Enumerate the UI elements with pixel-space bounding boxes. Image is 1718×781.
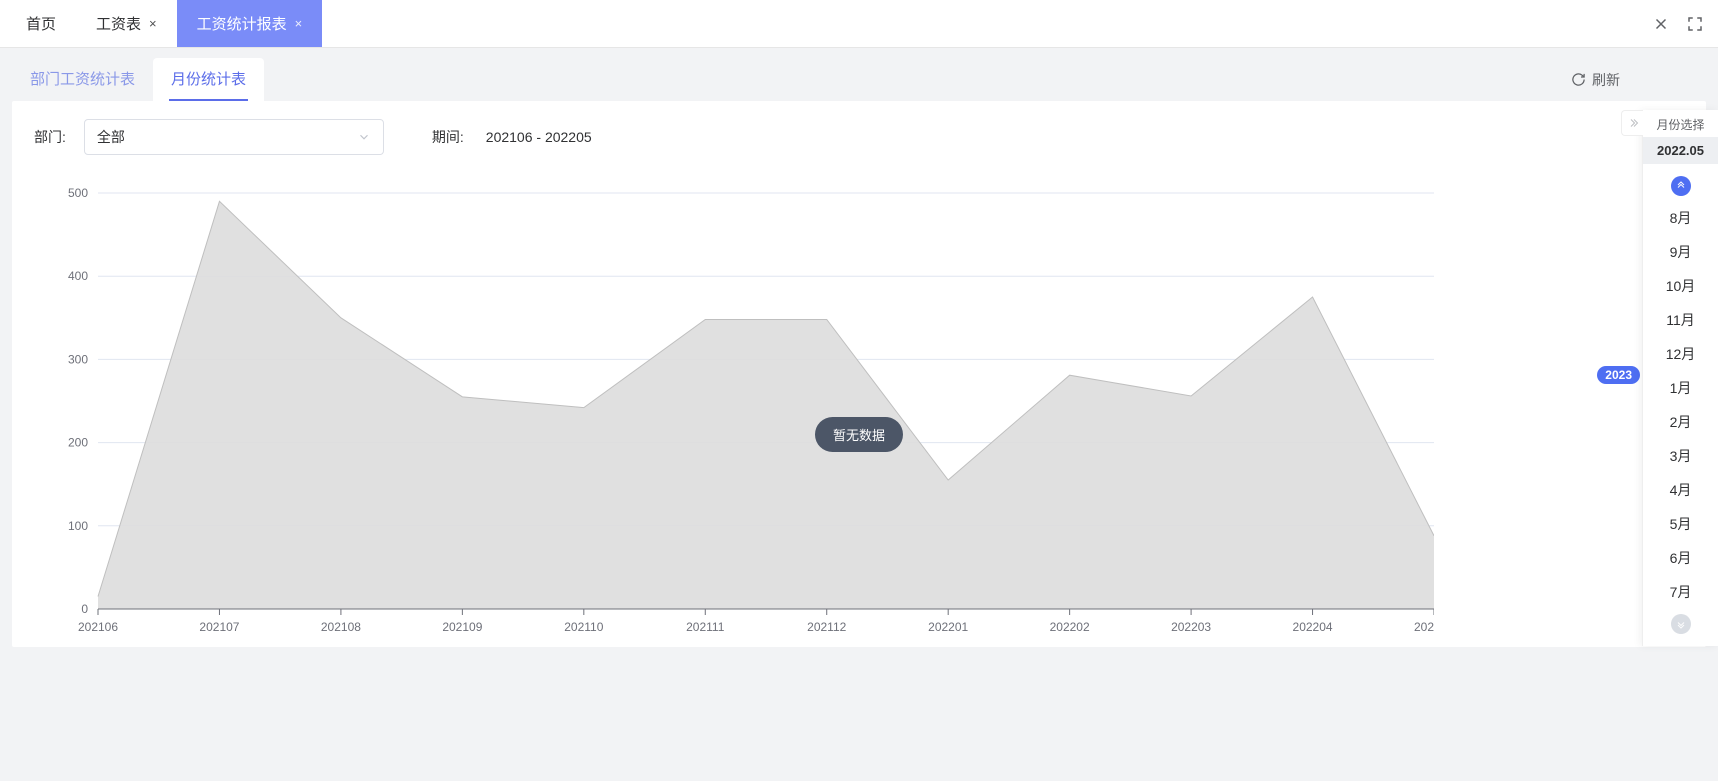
month-picker-panel: 月份选择 2022.05 8月 9月 10月 11月 12月 1月 2月 3月 4月 5月 6月 7月: [1642, 110, 1718, 646]
month-picker-title: 月份选择: [1643, 110, 1718, 137]
svg-text:202202: 202202: [1050, 620, 1090, 634]
chevron-right-icon: [1627, 117, 1639, 129]
close-icon[interactable]: ×: [149, 16, 157, 31]
sub-tabs: 部门工资统计表 月份统计表: [12, 58, 264, 101]
month-picker-item[interactable]: 10月: [1666, 274, 1696, 298]
month-picker-item[interactable]: 6月: [1670, 546, 1692, 570]
svg-text:200: 200: [68, 436, 88, 450]
top-actions: [1646, 0, 1710, 47]
month-picker-item[interactable]: 9月: [1670, 240, 1692, 264]
svg-text:202203: 202203: [1171, 620, 1211, 634]
sub-tab-dept-stats[interactable]: 部门工资统计表: [12, 58, 153, 101]
filter-bar: 部门: 全部 期间: 202106 - 202205: [34, 119, 1684, 155]
refresh-icon: [1571, 72, 1586, 87]
month-picker-item[interactable]: 2月: [1670, 410, 1692, 434]
month-picker-current: 2022.05: [1643, 137, 1718, 164]
top-tab-bar: 首页 工资表 × 工资统计报表 ×: [0, 0, 1718, 48]
svg-text:500: 500: [68, 186, 88, 200]
top-tab-salary[interactable]: 工资表 ×: [76, 0, 177, 47]
month-picker-item[interactable]: 5月: [1670, 512, 1692, 536]
month-picker-item[interactable]: 1月: [1670, 376, 1692, 400]
top-tab-label: 首页: [26, 13, 56, 34]
month-picker-collapse[interactable]: [1621, 110, 1643, 136]
svg-text:202204: 202204: [1293, 620, 1333, 634]
svg-text:202111: 202111: [686, 620, 725, 634]
close-all-button[interactable]: [1646, 9, 1676, 39]
sub-tab-label: 部门工资统计表: [30, 71, 135, 88]
refresh-button[interactable]: 刷新: [1571, 70, 1700, 90]
svg-text:202106: 202106: [78, 620, 118, 634]
top-tab-salary-report[interactable]: 工资统计报表 ×: [177, 0, 323, 47]
month-picker-item[interactable]: 12月: [1666, 342, 1696, 366]
month-picker-item[interactable]: 7月: [1670, 580, 1692, 604]
month-picker-scroll-down[interactable]: [1671, 614, 1691, 634]
refresh-label: 刷新: [1592, 70, 1620, 90]
chevron-down-icon: [1675, 618, 1687, 630]
chevron-up-icon: [1675, 180, 1687, 192]
department-select-value: 全部: [97, 127, 125, 147]
year-badge: 2023: [1597, 366, 1640, 384]
close-icon[interactable]: ×: [295, 16, 303, 31]
top-tab-label: 工资统计报表: [197, 13, 287, 34]
sub-tab-label: 月份统计表: [171, 71, 246, 88]
svg-text:202201: 202201: [928, 620, 968, 634]
svg-text:100: 100: [68, 519, 88, 533]
department-label: 部门:: [34, 127, 66, 147]
fullscreen-button[interactable]: [1680, 9, 1710, 39]
chevron-down-icon: [357, 130, 371, 144]
sub-tab-month-stats[interactable]: 月份统计表: [153, 58, 264, 101]
svg-text:202109: 202109: [442, 620, 482, 634]
department-select[interactable]: 全部: [84, 119, 384, 155]
period-value: 202106 - 202205: [486, 129, 592, 145]
page-body: 部门工资统计表 月份统计表 刷新 部门: 全部 期间: 202106 - 202…: [0, 48, 1718, 781]
period-label: 期间:: [432, 127, 464, 147]
month-picker-item[interactable]: 4月: [1670, 478, 1692, 502]
svg-text:202112: 202112: [807, 620, 846, 634]
svg-text:202108: 202108: [321, 620, 361, 634]
svg-text:202107: 202107: [199, 620, 239, 634]
month-picker-item[interactable]: 8月: [1670, 206, 1692, 230]
month-picker-item[interactable]: 3月: [1670, 444, 1692, 468]
top-tab-label: 工资表: [96, 13, 141, 34]
month-picker-item[interactable]: 11月: [1666, 308, 1695, 332]
svg-text:400: 400: [68, 269, 88, 283]
content-panel: 部门: 全部 期间: 202106 - 202205 0 100 200 300 400…: [12, 101, 1706, 647]
svg-text:202110: 202110: [564, 620, 603, 634]
nodata-badge: 暂无数据: [815, 417, 903, 452]
area-chart: 0 100 200 300 400 500 202106 202107 202108 202109…: [34, 179, 1434, 639]
svg-text:202205: 202205: [1414, 620, 1434, 634]
month-picker-list: 8月 9月 10月 11月 12月 1月 2月 3月 4月 5月 6月 7月: [1643, 164, 1718, 646]
top-tab-home[interactable]: 首页: [6, 0, 76, 47]
chart-container: 0 100 200 300 400 500 202106 202107 202108 202109…: [34, 179, 1684, 639]
sub-tab-row: 部门工资统计表 月份统计表 刷新: [0, 48, 1718, 101]
month-picker-scroll-up[interactable]: [1671, 176, 1691, 196]
svg-text:0: 0: [81, 602, 88, 616]
svg-text:300: 300: [68, 352, 88, 366]
